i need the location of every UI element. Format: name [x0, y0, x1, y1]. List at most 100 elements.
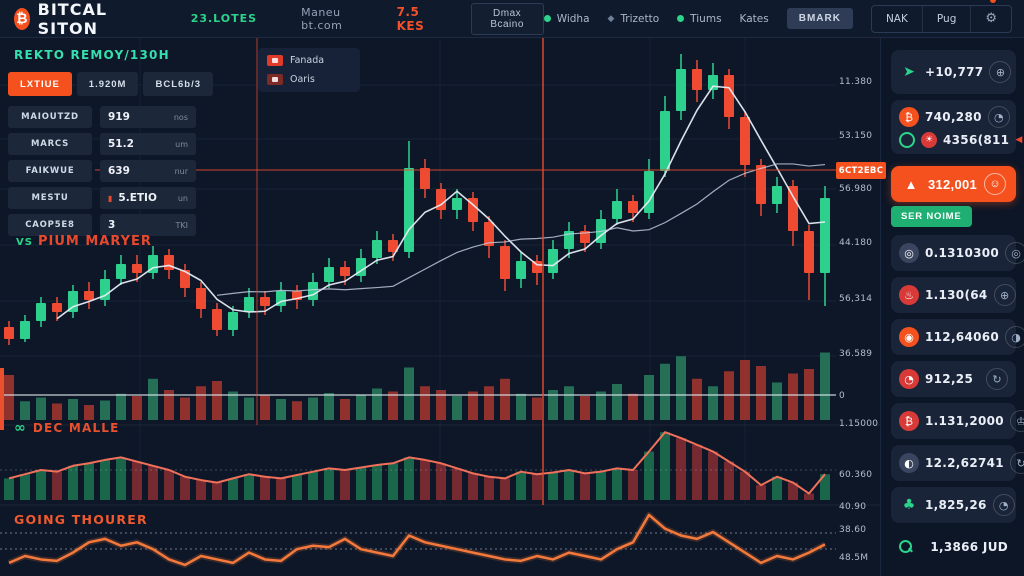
row-label[interactable]: MAIOUTZD	[8, 106, 92, 128]
legend-item-fanada[interactable]: Fanada	[267, 55, 351, 66]
volume-axis-label: 1.15000	[839, 419, 879, 429]
price-axis-label: 56.980	[839, 184, 873, 194]
smiley-icon: ☺	[984, 173, 1006, 195]
row-label[interactable]: CAOP5E8	[8, 214, 92, 236]
nav-label: Widha	[556, 12, 590, 25]
coin-gray-icon: ◐	[899, 453, 919, 473]
watchlist-card[interactable]: ➤ +10,777 ⊕	[891, 50, 1016, 94]
marker-text: PIUM MARYER	[37, 234, 152, 249]
card-value: 1.130(64	[925, 288, 988, 302]
watchlist-card[interactable]: ◔ 912,25 ↻	[891, 361, 1016, 397]
active-mode-button[interactable]: LXTIUE	[8, 72, 72, 96]
plant-icon: ♣	[902, 497, 916, 513]
nav-label: Trizetto	[620, 12, 660, 25]
logo[interactable]: ₿ BITCAL SITON	[0, 0, 996, 38]
watchlist-card[interactable]: ♣ 1,825,26 ◔	[891, 487, 1016, 523]
nav-item-tiums[interactable]: Tiums	[677, 13, 722, 25]
alert-tick-icon: ◀	[1015, 135, 1023, 145]
watchlist-card-double[interactable]: ₿ 740,280 ◔ ☀ 4356(811 ◀	[891, 100, 1022, 154]
chart-region: REKTO REMOY/130H LXTIUE 1.920M BCL6b/3 M…	[0, 38, 886, 576]
badge-icon: ◎	[1005, 242, 1024, 264]
watchlist-card[interactable]: ◉ 112,64060 ◑	[891, 319, 1024, 355]
badge-icon: ◑	[1005, 326, 1024, 348]
globe-icon: ⊕	[993, 284, 1016, 306]
magnifier-icon	[899, 540, 913, 554]
ticker-button[interactable]: Dmax Bcaino	[470, 2, 544, 35]
row-value: 919	[108, 111, 130, 123]
sprout-icon: ➤	[903, 64, 915, 80]
bmark-button[interactable]: BMARK	[786, 8, 853, 29]
row-value-box[interactable]: 639 nur	[100, 160, 196, 182]
refresh-icon: ↻	[1009, 452, 1024, 474]
row-unit: um	[175, 139, 188, 149]
price-axis-label: 36.589	[839, 349, 873, 359]
row-label[interactable]: MARCS	[8, 133, 92, 155]
watchlist-card[interactable]: ◎ 0.1310300 ◎	[891, 235, 1024, 271]
cta-value: 312,001	[927, 176, 978, 192]
row-value-box[interactable]: ▮ 5.ETIO un	[100, 187, 196, 209]
burst-icon: ☀	[921, 132, 937, 148]
fire-icon: ♨	[899, 285, 919, 305]
row-value: 639	[108, 165, 130, 177]
card-value: 4356(811	[943, 133, 1010, 147]
account-group: NAK Pug ⚙	[870, 4, 1013, 33]
vs-prefix: VS	[16, 237, 33, 248]
series-darkred-icon	[267, 74, 283, 85]
watchlist-card[interactable]: 1,3866 JUD	[891, 529, 1016, 565]
bitcoin-logo-icon: ₿	[14, 7, 30, 30]
watchlist-card[interactable]: ◐ 12.2,62741 ↻	[891, 445, 1024, 481]
notification-dot-icon	[990, 0, 996, 3]
coin-icon: ₿	[899, 107, 919, 127]
settings-panel: REKTO REMOY/130H LXTIUE 1.920M BCL6b/3 M…	[8, 44, 214, 241]
linked-circles-icon: ∞	[14, 420, 27, 436]
price-axis-label: 56,314	[839, 294, 873, 304]
status-dot-icon	[543, 15, 551, 22]
row-label[interactable]: FAIKWUE	[8, 160, 92, 182]
nav-item-widha[interactable]: Widha	[543, 12, 590, 25]
clock-icon: ◔	[987, 106, 1010, 128]
legend-label: Fanada	[290, 55, 325, 66]
alarm-icon: ◔	[899, 369, 919, 389]
refresh-icon: ↻	[986, 368, 1008, 390]
price-axis-label: 11.380	[839, 77, 873, 87]
crown-icon: ♔	[1009, 410, 1024, 432]
clock-icon: ◔	[992, 494, 1015, 516]
coin-gray-icon: ◎	[899, 243, 919, 263]
indicator-axis-label: 48.5M	[839, 553, 869, 563]
series-red-icon	[267, 55, 283, 66]
card-value: 1,3866 JUD	[930, 540, 1008, 554]
gear-icon[interactable]: ⚙	[970, 5, 1011, 32]
card-value: 0.1310300	[925, 246, 1000, 260]
row-value-box[interactable]: 919 nos	[100, 106, 196, 128]
price-axis-label: 53.150	[839, 131, 873, 141]
amount-button[interactable]: 1.920M	[76, 72, 139, 96]
nav-label: Kates	[739, 12, 769, 25]
coin-icon: ◉	[899, 327, 919, 347]
status-dot-icon	[677, 15, 685, 22]
legend-item-oaris[interactable]: Oaris	[267, 74, 351, 85]
alert-flag-icon: ▮	[108, 193, 113, 203]
indicator-axis-label: 38.60	[839, 525, 867, 535]
pug-menu-item[interactable]: Pug	[921, 5, 970, 32]
chart-legend: Fanada Oaris	[258, 48, 360, 92]
card-value: 740,280	[925, 110, 982, 124]
volume-axis-label: 0	[839, 391, 846, 401]
watchlist-card[interactable]: ♨ 1.130(64 ⊕	[891, 277, 1016, 313]
watchlist-card[interactable]: ₿ 1.131,2000 ♔	[891, 403, 1024, 439]
main-chart[interactable]	[0, 38, 880, 576]
buy-cta-button[interactable]: ▲ 312,001 ☺	[891, 166, 1016, 202]
ser-noime-button[interactable]: SER NOIME	[891, 206, 972, 227]
pair-button[interactable]: BCL6b/3	[143, 72, 214, 96]
market-marker-label: VS PIUM MARYER	[16, 234, 152, 249]
nak-menu-item[interactable]: NAK	[885, 12, 908, 25]
row-value-box[interactable]: 51.2 um	[100, 133, 196, 155]
top-bar: ₿ BITCAL SITON 23.LOTES Maneu bt.com 7.5…	[0, 0, 1024, 38]
nav-item-kates[interactable]: Kates	[740, 13, 769, 25]
nav-item-trizetto[interactable]: ◆ Trizetto	[608, 13, 660, 25]
indicator-axis-label: 40.90	[839, 502, 867, 512]
target-icon	[899, 132, 915, 148]
row-value-box[interactable]: 3 TKI	[100, 214, 196, 236]
row-label[interactable]: MESTU	[8, 187, 92, 209]
globe-icon: ⊕	[989, 61, 1012, 83]
price-axis-label: 44.180	[839, 238, 873, 248]
